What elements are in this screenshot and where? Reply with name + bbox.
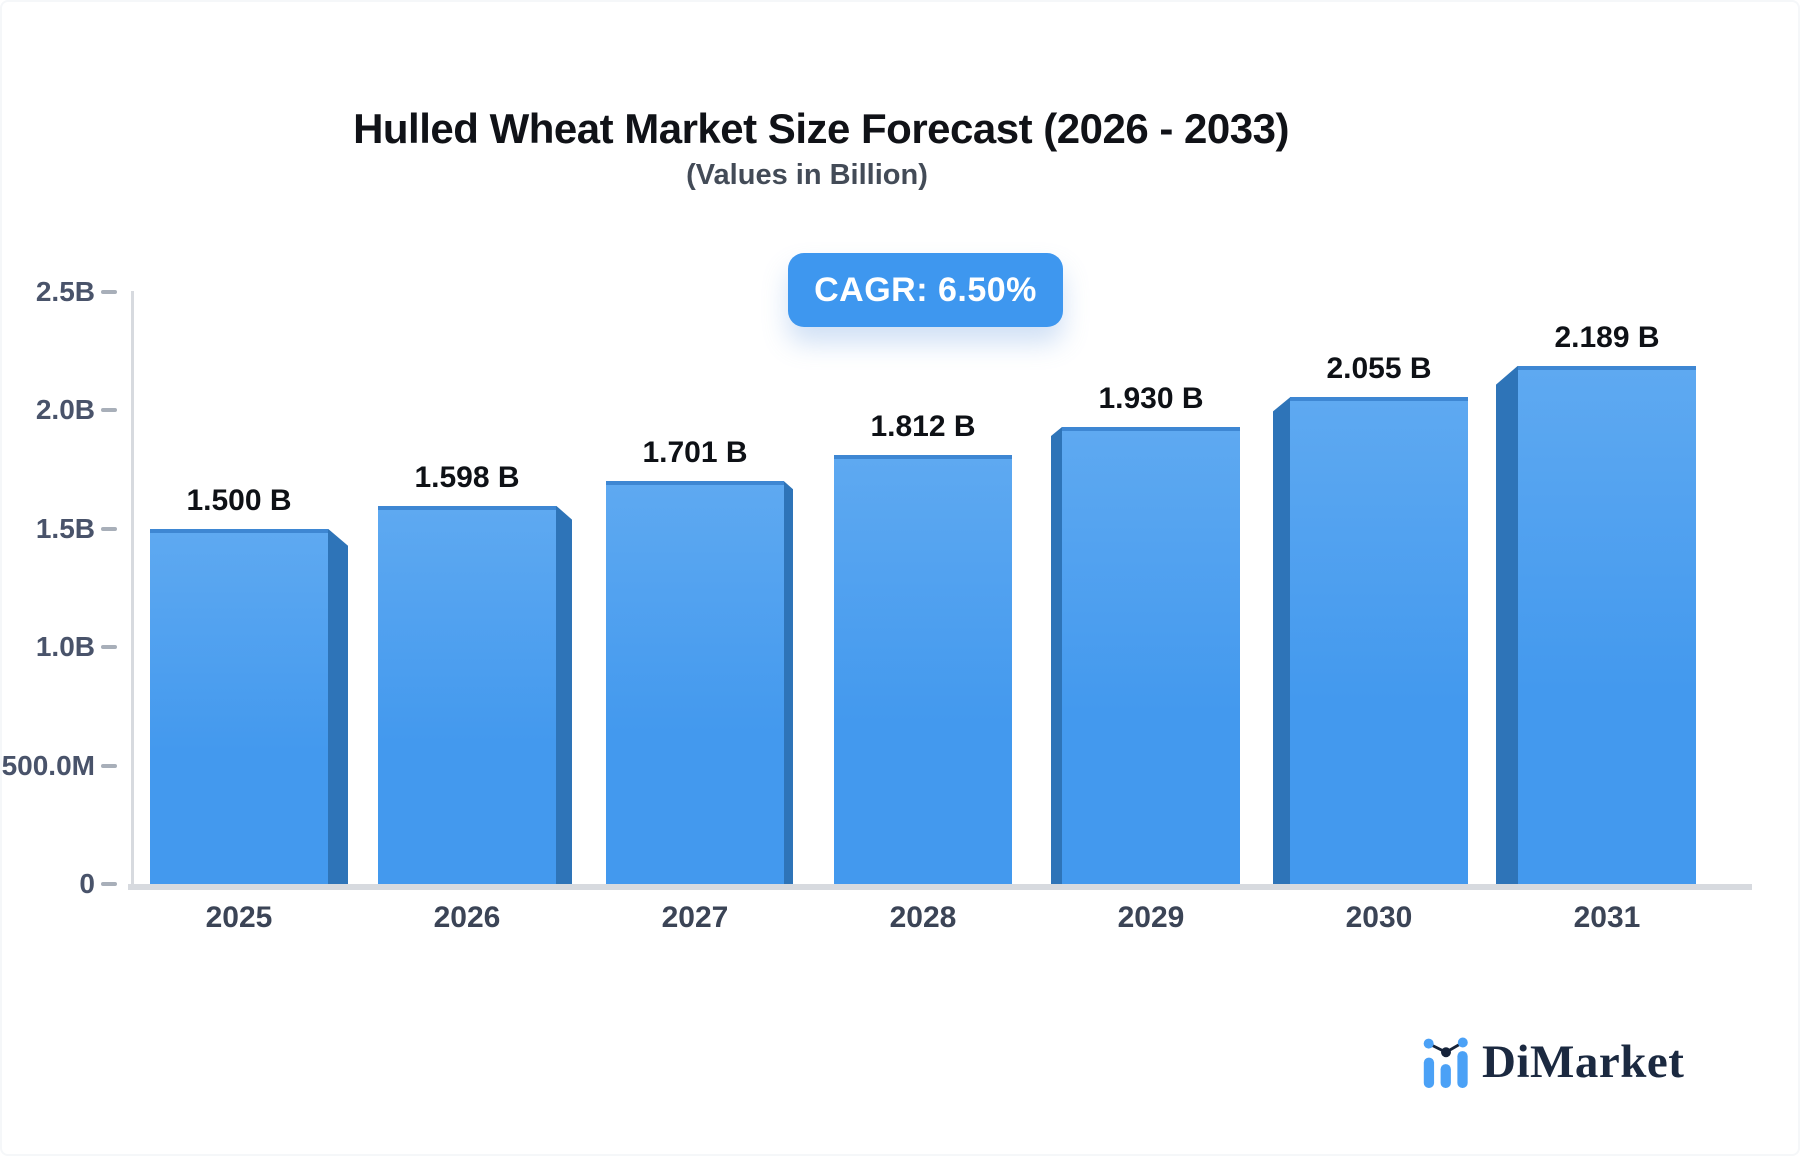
- bar-side-face: [1051, 426, 1062, 884]
- y-tick-mark: [101, 526, 117, 531]
- bar-side-face: [328, 528, 348, 884]
- bar-value-label: 1.598 B: [414, 460, 520, 494]
- bar: [1062, 426, 1240, 884]
- y-tick-label: 500.0M: [1, 749, 95, 781]
- bar: [1290, 397, 1468, 884]
- x-axis-line: [128, 884, 1752, 890]
- y-tick-label: 1.0B: [35, 631, 95, 663]
- y-tick-mark: [101, 645, 117, 650]
- y-tick-label: 0: [79, 868, 95, 899]
- y-tick-label: 2.5B: [35, 276, 95, 307]
- bar-side-face: [1273, 397, 1290, 884]
- y-tick-mark: [101, 290, 117, 294]
- bar: [1518, 365, 1696, 884]
- y-tick-mark: [101, 882, 117, 886]
- bar-value-label: 1.701 B: [642, 436, 748, 470]
- bar: [606, 481, 784, 884]
- page-subtitle: (Values in Billion): [686, 159, 928, 191]
- y-axis-line: [131, 291, 134, 887]
- y-tick-mark: [101, 408, 117, 413]
- x-tick-label: 2030: [1345, 901, 1413, 934]
- bar-side-face: [556, 505, 572, 884]
- bar-side-face: [1496, 365, 1518, 884]
- x-tick-label: 2029: [1117, 901, 1185, 934]
- bar-side-face: [784, 481, 793, 884]
- bar-value-label: 2.189 B: [1554, 320, 1660, 354]
- x-tick-label: 2028: [889, 901, 957, 934]
- bar-value-label: 1.500 B: [186, 483, 292, 517]
- bar: [150, 528, 328, 884]
- bar-value-label: 1.812 B: [870, 409, 976, 443]
- bar-value-label: 1.930 B: [1098, 381, 1204, 415]
- bar: [834, 454, 1012, 884]
- bar: [378, 505, 556, 884]
- x-tick-label: 2026: [433, 901, 501, 934]
- x-tick-label: 2031: [1573, 901, 1641, 934]
- x-tick-label: 2025: [205, 901, 273, 934]
- y-tick-label: 2.0B: [35, 394, 95, 426]
- y-tick-mark: [101, 763, 117, 768]
- page-title: Hulled Wheat Market Size Forecast (2026 …: [353, 105, 1289, 152]
- y-tick-label: 1.5B: [35, 512, 95, 544]
- dimarket-logo-icon: [1423, 1037, 1468, 1088]
- brand-logo: DiMarket: [1423, 1036, 1684, 1088]
- x-tick-label: 2027: [661, 901, 729, 934]
- bar-value-label: 2.055 B: [1326, 352, 1432, 386]
- brand-name: DiMarket: [1482, 1036, 1685, 1088]
- cagr-badge: CAGR: 6.50%: [788, 253, 1063, 327]
